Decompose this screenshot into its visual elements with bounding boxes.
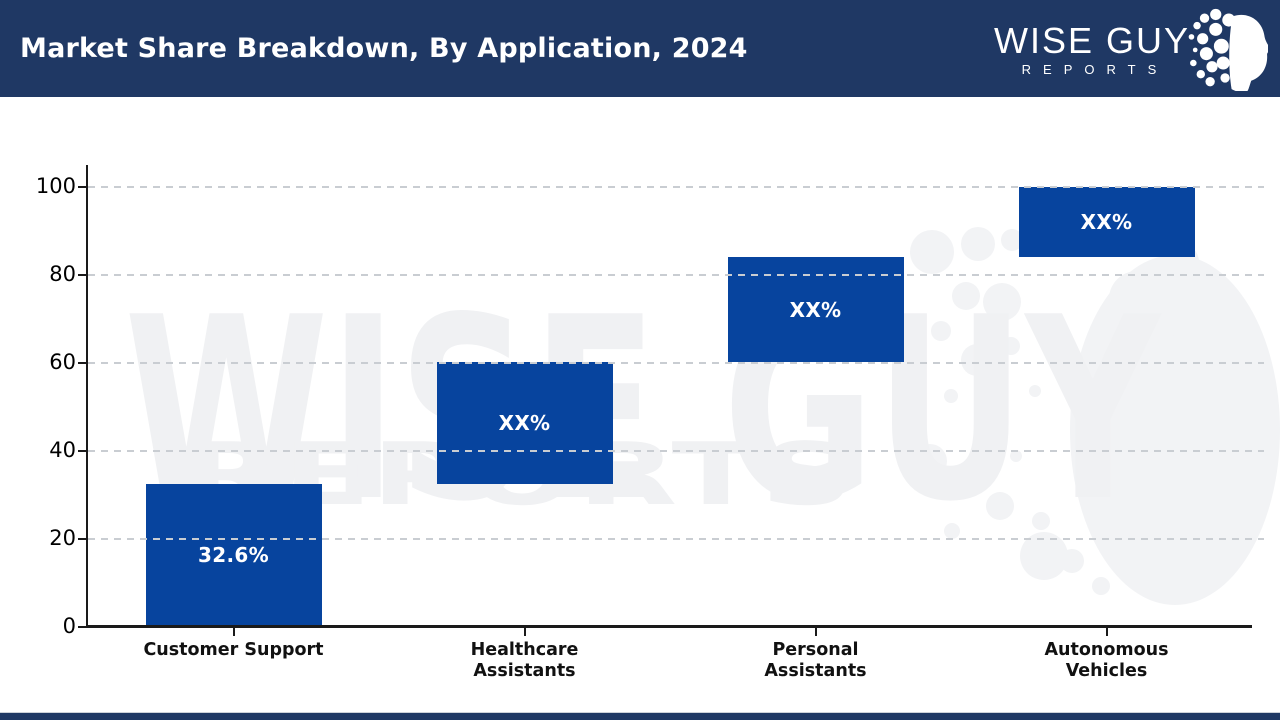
y-axis-tick-label: 60 [49,350,76,374]
x-axis-tick [232,628,235,636]
y-axis-spine [86,165,88,627]
footer-bar [0,712,1280,720]
x-axis-category-label-line: Autonomous [1044,640,1169,660]
x-axis-category-label-line: Assistants [473,661,576,681]
bar-autonomous-vehicles: XX% [1018,187,1195,258]
y-axis-tick-label: 40 [49,438,76,462]
x-axis-category-label-line: Personal [772,640,859,660]
header-bar: Market Share Breakdown, By Application, … [0,0,1280,97]
x-axis-category-label-line: Customer Support [143,640,324,660]
brand-subname: REPORTS [1021,62,1169,77]
chart-title: Market Share Breakdown, By Application, … [20,33,748,64]
y-axis-tick-label: 20 [49,526,76,550]
bar-healthcare-assistants: XX% [436,361,613,484]
gridline-20 [88,538,1264,540]
gridline-40 [88,450,1264,452]
gridline-100 [88,186,1264,188]
brand-logo: WISE GUY REPORTS [994,6,1268,92]
x-axis-category-label: Customer Support [84,640,384,661]
y-axis-tick-label: 80 [49,262,76,286]
y-axis-tick [78,626,87,628]
x-axis-tick [814,628,817,636]
gridline-80 [88,274,1264,276]
y-axis-tick-label: 0 [62,614,76,638]
x-axis-category-label-line: Assistants [764,661,867,681]
x-axis-tick [1105,628,1108,636]
bar-value-label: 32.6% [198,543,269,568]
y-axis-tick [78,362,87,364]
x-axis-category-label: Personal Assistants [666,640,966,682]
y-axis-tick [78,186,87,188]
brand-head-icon [1188,8,1268,91]
y-axis-tick [78,274,87,276]
x-axis-category-label: Healthcare Assistants [375,640,675,682]
x-axis-category-label-line: Healthcare [470,640,579,660]
x-axis-category-label-line: Vehicles [1065,661,1148,681]
brand-logo-text: WISE GUY REPORTS [993,20,1190,78]
brand-name: WISE GUY [993,20,1190,61]
bar-value-label: XX% [498,410,551,435]
bar-value-label: XX% [1080,210,1133,235]
y-axis-tick [78,538,87,540]
y-axis-tick-label: 100 [35,174,76,198]
gridline-60 [88,362,1264,364]
watermark-dots-face [910,222,1280,605]
x-axis-tick [523,628,526,636]
x-axis-spine [86,625,1252,628]
x-axis-category-label: Autonomous Vehicles [957,640,1257,682]
bar-customer-support: 32.6% [145,483,322,627]
bar-value-label: XX% [789,297,842,322]
y-axis-tick [78,450,87,452]
